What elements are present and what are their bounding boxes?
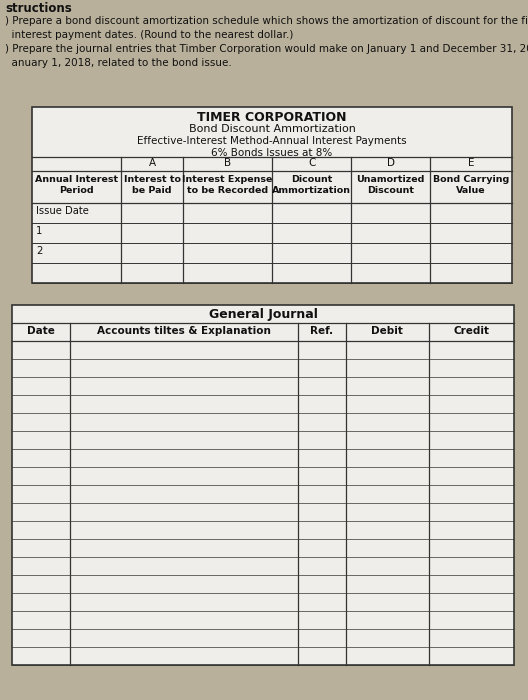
- Text: Discount: Discount: [367, 186, 414, 195]
- Text: D: D: [387, 158, 395, 168]
- Text: TIMER CORPORATION: TIMER CORPORATION: [197, 111, 347, 124]
- Text: Date: Date: [27, 326, 55, 336]
- Text: ) Prepare a bond discount amortization schedule which shows the amortization of : ) Prepare a bond discount amortization s…: [5, 16, 528, 26]
- Text: Unamortized: Unamortized: [356, 175, 425, 184]
- Text: C: C: [308, 158, 315, 168]
- Text: Interest to: Interest to: [124, 175, 181, 184]
- Text: Bond Carrying: Bond Carrying: [433, 175, 510, 184]
- Text: Ammortization: Ammortization: [272, 186, 351, 195]
- Text: structions: structions: [5, 2, 72, 15]
- Text: Value: Value: [456, 186, 486, 195]
- Text: Accounts tiltes & Explanation: Accounts tiltes & Explanation: [97, 326, 271, 336]
- Text: Effective-Interest Method-Annual Interest Payments: Effective-Interest Method-Annual Interes…: [137, 136, 407, 146]
- Bar: [12, 305, 514, 665]
- Bar: [32, 107, 512, 283]
- Text: A: A: [148, 158, 156, 168]
- Text: 6% Bonds Issues at 8%: 6% Bonds Issues at 8%: [211, 148, 333, 158]
- Text: General Journal: General Journal: [209, 308, 317, 321]
- Text: Ref.: Ref.: [310, 326, 334, 336]
- Text: E: E: [468, 158, 475, 168]
- Text: 1: 1: [36, 226, 42, 236]
- Text: interest payment dates. (Round to the nearest dollar.): interest payment dates. (Round to the ne…: [5, 30, 294, 40]
- Text: Issue Date: Issue Date: [36, 206, 89, 216]
- Text: to be Recorded: to be Recorded: [187, 186, 268, 195]
- Text: Credit: Credit: [454, 326, 489, 336]
- Text: Dicount: Dicount: [291, 175, 332, 184]
- Text: B: B: [224, 158, 231, 168]
- Text: Interest Expense: Interest Expense: [182, 175, 273, 184]
- Text: anuary 1, 2018, related to the bond issue.: anuary 1, 2018, related to the bond issu…: [5, 58, 232, 68]
- Text: Annual Interest: Annual Interest: [35, 175, 118, 184]
- Text: ) Prepare the journal entries that Timber Corporation would make on January 1 an: ) Prepare the journal entries that Timbe…: [5, 44, 528, 54]
- Text: Debit: Debit: [371, 326, 403, 336]
- Text: be Paid: be Paid: [132, 186, 172, 195]
- Text: Period: Period: [59, 186, 93, 195]
- Text: 2: 2: [36, 246, 42, 256]
- Text: Bond Discount Ammortization: Bond Discount Ammortization: [188, 124, 355, 134]
